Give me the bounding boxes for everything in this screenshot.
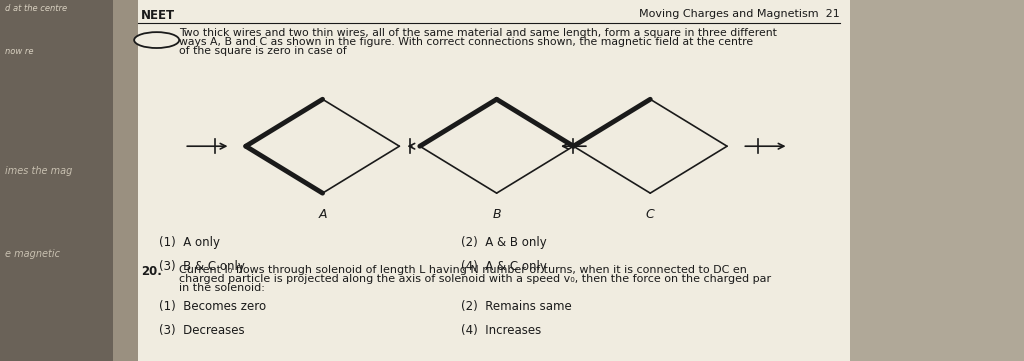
- Text: (3)  B & C only: (3) B & C only: [159, 260, 245, 273]
- Polygon shape: [850, 0, 1024, 361]
- Text: Current I₀ flows through solenoid of length L having N number of turns, when it : Current I₀ flows through solenoid of len…: [179, 265, 748, 275]
- Text: (4)  A & C only: (4) A & C only: [461, 260, 547, 273]
- Polygon shape: [0, 0, 113, 361]
- Text: Moving Charges and Magnetism  21: Moving Charges and Magnetism 21: [639, 9, 840, 19]
- Text: Two thick wires and two thin wires, all of the same material and same length, fo: Two thick wires and two thin wires, all …: [179, 28, 777, 38]
- Text: NEET: NEET: [141, 9, 175, 22]
- Text: e magnetic: e magnetic: [5, 249, 60, 259]
- Text: C: C: [646, 208, 654, 221]
- Text: charged particle is projected along the axis of solenoid with a speed v₀, then t: charged particle is projected along the …: [179, 274, 771, 284]
- Text: (1)  Becomes zero: (1) Becomes zero: [159, 300, 266, 313]
- Text: (3)  Decreases: (3) Decreases: [159, 324, 245, 337]
- Text: now re: now re: [5, 47, 34, 56]
- Text: d at the centre: d at the centre: [5, 4, 68, 13]
- Text: (4)  Increases: (4) Increases: [461, 324, 541, 337]
- Text: in the solenoid:: in the solenoid:: [179, 283, 265, 293]
- Text: imes the mag: imes the mag: [5, 166, 73, 176]
- Text: 20.: 20.: [141, 265, 162, 278]
- Circle shape: [134, 32, 179, 48]
- Polygon shape: [138, 0, 850, 361]
- Text: (2)  Remains same: (2) Remains same: [461, 300, 571, 313]
- Text: B: B: [493, 208, 501, 221]
- Text: (2)  A & B only: (2) A & B only: [461, 236, 547, 249]
- Text: of the square is zero in case of: of the square is zero in case of: [179, 46, 347, 56]
- Text: ways A, B and C as shown in the figure. With correct connections shown, the magn: ways A, B and C as shown in the figure. …: [179, 37, 754, 47]
- Polygon shape: [113, 0, 138, 361]
- Text: (1)  A only: (1) A only: [159, 236, 220, 249]
- Text: 19: 19: [150, 35, 164, 45]
- Text: A: A: [318, 208, 327, 221]
